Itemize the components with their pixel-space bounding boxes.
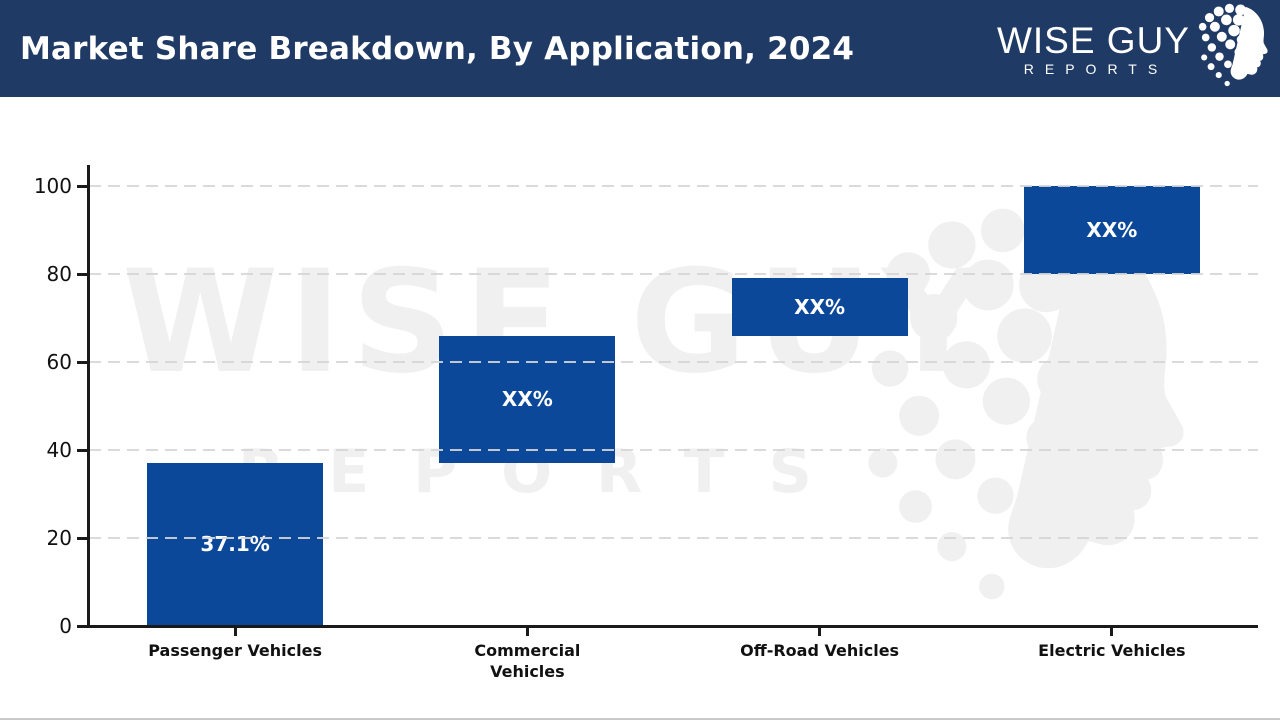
page-title: Market Share Breakdown, By Application, … [20,30,855,67]
gridline-40 [89,449,1258,451]
y-tick-label: 20 [46,526,72,550]
gridline-20 [89,537,1258,539]
x-tick-label: Electric Vehicles [1038,641,1186,660]
header-bar: Market Share Breakdown, By Application, … [0,0,1280,97]
gridline-60 [89,361,1258,363]
bar-value-label: XX% [1086,218,1138,242]
bar-off-road-vehicles: XX% [731,278,908,336]
y-tick-label: 60 [46,350,72,374]
x-axis-line [87,625,1258,628]
gridline-100 [89,185,1258,187]
y-tick [77,184,88,188]
logo-wordmark: WISE GUY [996,19,1190,61]
wiseguy-logo: WISE GUY REPORTS [997,0,1270,97]
bar-passenger-vehicles: 37.1% [147,462,324,626]
bar-commercial-vehicles: XX% [439,335,616,463]
y-axis-line [87,165,90,627]
y-tick [77,272,88,276]
y-tick [77,624,88,628]
y-tick-label: 100 [33,174,72,198]
x-tick [233,627,237,636]
bar-value-label: XX% [501,387,553,412]
x-tick [525,627,529,636]
gridline-80 [89,273,1258,275]
y-tick-label: 40 [46,438,72,462]
bar-electric-vehicles: XX% [1023,186,1200,274]
y-tick [77,448,88,452]
y-tick-label: 80 [46,262,72,286]
logo-head-icon [1198,3,1268,86]
x-tick-label: Off-Road Vehicles [740,641,900,660]
logo-text: WISE GUY REPORTS [997,22,1190,76]
bar-value-label: 37.1% [200,532,270,557]
x-tick-label: Commercial Vehicles [474,641,581,681]
bar-value-label: XX% [794,294,846,319]
x-tick-label: Passenger Vehicles [148,641,322,660]
x-tick [1110,627,1114,636]
logo-reports-label: REPORTS [1023,60,1169,77]
y-tick [77,360,88,364]
y-tick [77,536,88,540]
x-tick [818,627,822,636]
y-tick-label: 0 [59,614,72,638]
